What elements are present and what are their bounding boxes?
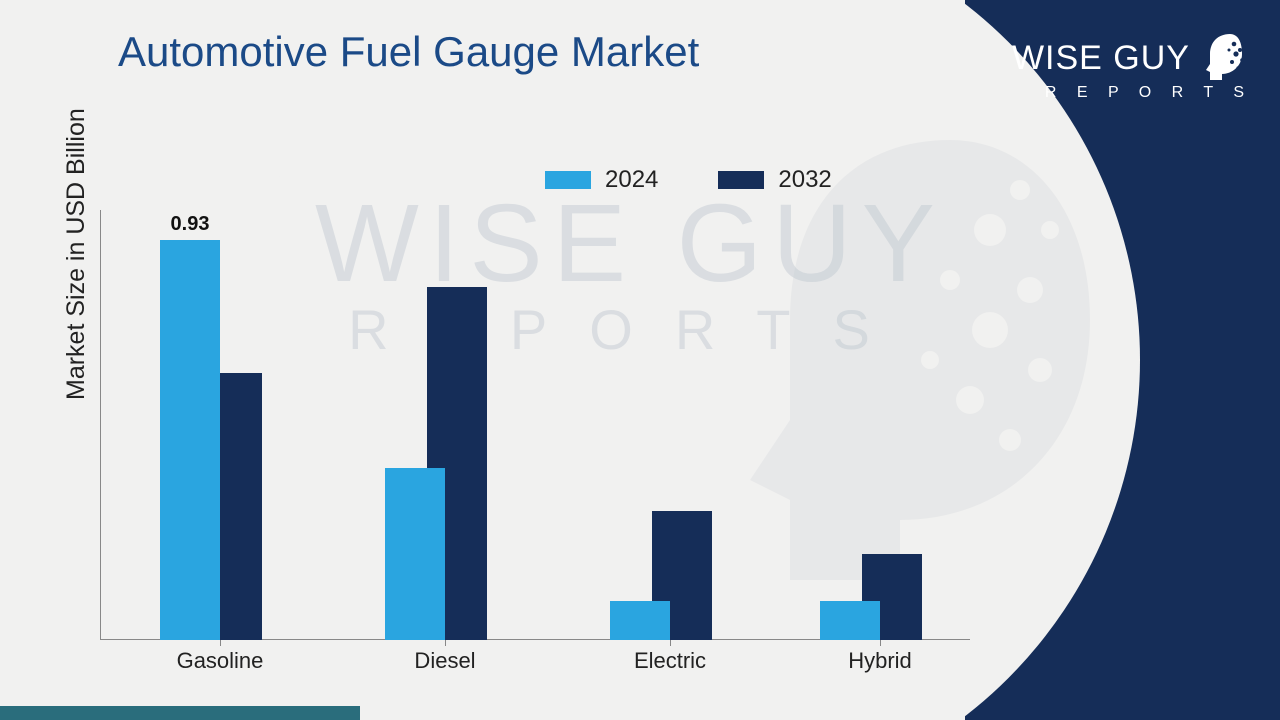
category-label: Electric xyxy=(634,648,706,674)
ai-head-icon xyxy=(1196,30,1252,86)
category-label: Gasoline xyxy=(177,648,264,674)
bar-2024 xyxy=(820,601,880,640)
chart-title: Automotive Fuel Gauge Market xyxy=(118,28,699,76)
bottom-accent-strip xyxy=(0,706,360,720)
brand-line1-row: WISE GUY xyxy=(1012,30,1252,86)
x-tick xyxy=(670,640,671,646)
legend: 2024 2032 xyxy=(545,166,832,194)
x-tick xyxy=(220,640,221,646)
category-label: Hybrid xyxy=(848,648,912,674)
legend-label-2032: 2032 xyxy=(778,166,831,194)
brand-line1: WISE GUY xyxy=(1012,39,1190,78)
legend-swatch-2032 xyxy=(718,171,764,189)
right-brand-panel xyxy=(965,0,1280,720)
y-axis-label: Market Size in USD Billion xyxy=(62,108,91,400)
category-label: Diesel xyxy=(414,648,475,674)
x-tick xyxy=(445,640,446,646)
brand-line2: R E P O R T S xyxy=(1012,84,1252,102)
legend-swatch-2024 xyxy=(545,171,591,189)
x-tick xyxy=(880,640,881,646)
legend-item-2032: 2032 xyxy=(718,166,831,194)
page: WISE GUY R E P O R T S Automotive Fuel G… xyxy=(0,0,1280,720)
bar-2024 xyxy=(610,601,670,640)
bar-chart: GasolineDieselElectricHybrid0.93 xyxy=(100,210,970,640)
bar-2024 xyxy=(385,468,445,640)
legend-item-2024: 2024 xyxy=(545,166,658,194)
brand-logo: WISE GUY R E P O R T S xyxy=(1012,30,1252,102)
legend-label-2024: 2024 xyxy=(605,166,658,194)
bar-2024 xyxy=(160,240,220,640)
y-axis-line xyxy=(100,210,101,640)
bar-value-label: 0.93 xyxy=(171,213,210,236)
